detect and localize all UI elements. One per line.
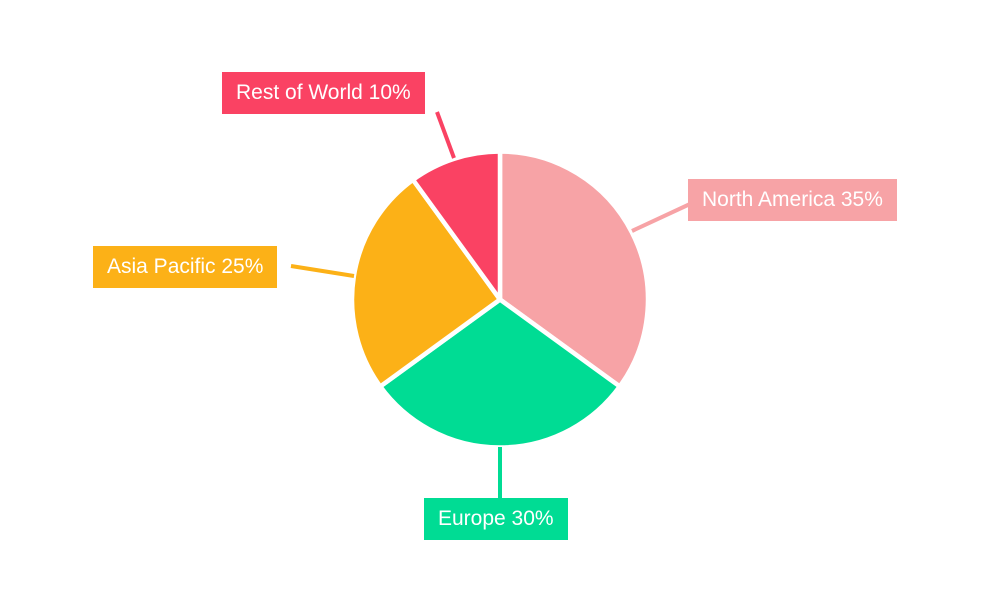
pie-slice-north-america[interactable]	[497, 149, 651, 389]
pie-slice-rest-of-world[interactable]	[410, 149, 503, 302]
callout-europe: Europe 30%	[424, 498, 568, 540]
callout-asia-pacific: Asia Pacific 25%	[93, 246, 278, 288]
callout-north-america: North America 35%	[688, 179, 897, 221]
callout-rest-of-world: Rest of World 10%	[222, 72, 425, 114]
leader-line-asia-pacific	[290, 264, 355, 278]
leader-line-rest-of-world	[435, 111, 456, 159]
leader-line-north-america	[631, 202, 691, 233]
